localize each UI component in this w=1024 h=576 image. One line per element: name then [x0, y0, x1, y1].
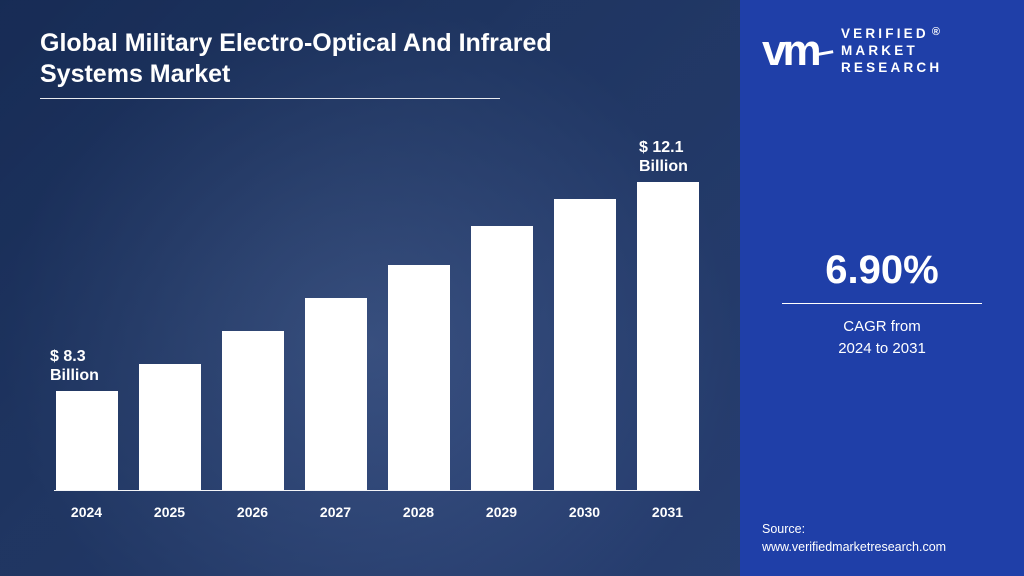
brand-logo: vm⌐ VERIFIED® MARKET RESEARCH	[762, 26, 1002, 77]
bar	[554, 199, 616, 491]
brand-line2: MARKET	[841, 43, 918, 58]
bar-wrap: 2025	[137, 364, 202, 491]
registered-icon: ®	[932, 26, 943, 38]
brand-line3: RESEARCH	[841, 60, 942, 75]
bar-wrap: 2028	[386, 265, 451, 491]
cagr-sub1: CAGR from	[843, 318, 921, 335]
bar	[139, 364, 201, 491]
x-tick-label: 2026	[237, 504, 268, 520]
bar	[305, 298, 367, 491]
cagr-block: 6.90% CAGR from 2024 to 2031	[762, 248, 1002, 360]
page-title: Global Military Electro-Optical And Infr…	[40, 28, 600, 91]
x-tick-label: 2029	[486, 504, 517, 520]
x-tick-label: 2031	[652, 504, 683, 520]
bar	[222, 331, 284, 491]
x-tick-label: 2027	[320, 504, 351, 520]
bar-chart: $ 8.3Billion2024 2025 2026 2027 2028 2029 2030…	[54, 150, 700, 524]
bars-container: $ 8.3Billion2024 2025 2026 2027 2028 2029 2030…	[54, 160, 700, 490]
bar-value-callout: $ 8.3Billion	[50, 347, 99, 385]
logo-mark: vm⌐	[762, 26, 831, 76]
bar	[388, 265, 450, 491]
bar-wrap: $ 12.1Billion2031	[635, 182, 700, 490]
bar-wrap: 2030	[552, 199, 617, 491]
title-underline	[40, 98, 500, 99]
cagr-underline	[782, 303, 982, 304]
source-url: www.verifiedmarketresearch.com	[762, 540, 946, 554]
x-tick-label: 2025	[154, 504, 185, 520]
bar-wrap: 2029	[469, 226, 534, 490]
bar-wrap: $ 8.3Billion2024	[54, 391, 119, 490]
x-axis-line	[54, 490, 700, 491]
x-tick-label: 2028	[403, 504, 434, 520]
bar	[471, 226, 533, 490]
cagr-sub2: 2024 to 2031	[838, 340, 926, 357]
bar-wrap: 2026	[220, 331, 285, 491]
source-label: Source:	[762, 522, 805, 536]
bar-wrap: 2027	[303, 298, 368, 491]
x-tick-label: 2024	[71, 504, 102, 520]
x-tick-label: 2030	[569, 504, 600, 520]
brand-line1: VERIFIED	[841, 26, 929, 41]
cagr-value: 6.90%	[762, 248, 1002, 293]
logo-text: VERIFIED® MARKET RESEARCH	[841, 26, 943, 77]
bar-value-callout: $ 12.1Billion	[639, 138, 688, 176]
bar	[56, 391, 118, 490]
cagr-subtitle: CAGR from 2024 to 2031	[762, 316, 1002, 360]
right-panel: vm⌐ VERIFIED® MARKET RESEARCH 6.90% CAGR…	[740, 0, 1024, 576]
left-panel: Global Military Electro-Optical And Infr…	[0, 0, 740, 576]
bar	[637, 182, 699, 490]
source: Source: www.verifiedmarketresearch.com	[762, 521, 946, 556]
